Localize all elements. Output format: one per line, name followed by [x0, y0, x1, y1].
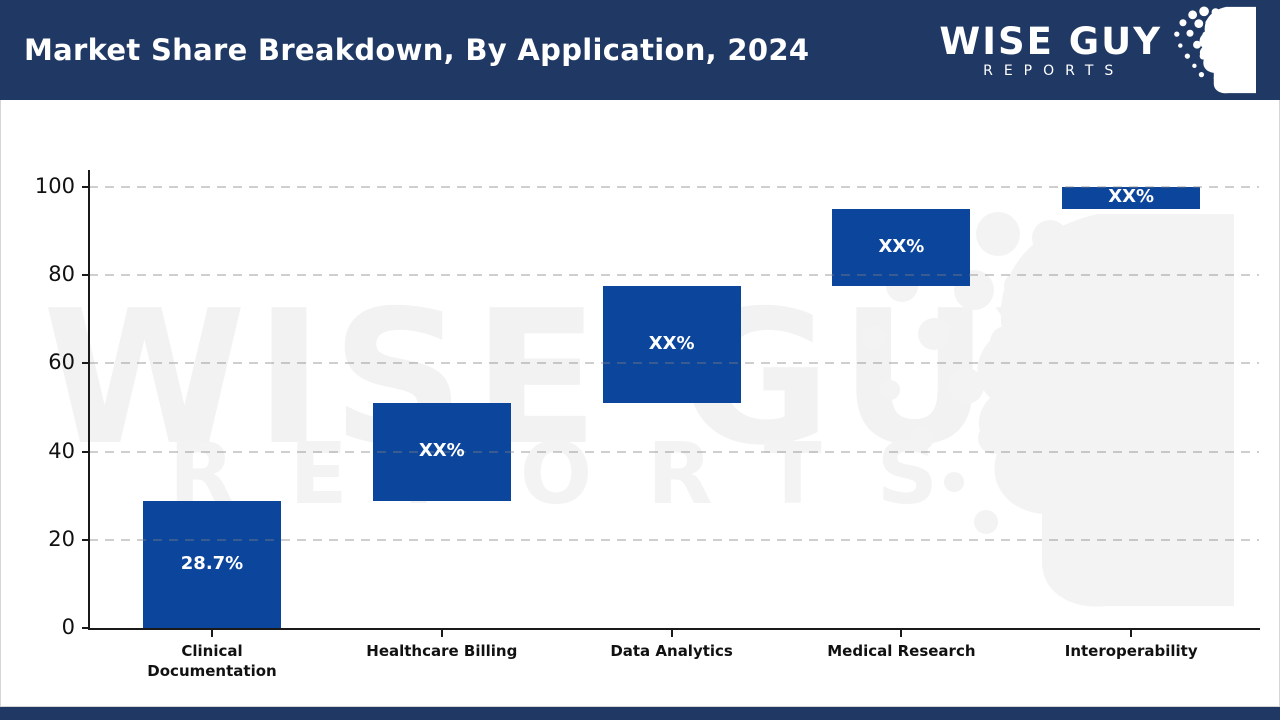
header-bar: Market Share Breakdown, By Application, … [0, 0, 1280, 100]
category-label-5: Interoperability [1064, 642, 1198, 660]
y-tick-60 [82, 362, 89, 365]
bar-value-label: XX% [418, 440, 465, 462]
y-axis-line [88, 170, 90, 630]
wise-guy-reports-logo: WISE GUY REPORTS [939, 6, 1256, 94]
page-title: Market Share Breakdown, By Application, … [24, 33, 810, 67]
y-tick-label-20: 20 [48, 526, 75, 551]
x-tick-3 [670, 630, 673, 637]
bar-data-analytics [602, 286, 741, 404]
y-tick-80 [82, 274, 89, 277]
watermark-subtitle: REPORTS [169, 425, 993, 524]
y-tick-40 [82, 450, 89, 453]
bar-value-label: 28.7% [180, 552, 244, 574]
category-label-1: Clinical Documentation [147, 642, 277, 681]
gridline-100 [89, 186, 1259, 188]
x-tick-2 [440, 630, 443, 637]
x-tick-5 [1130, 630, 1133, 637]
logo-head-icon [1174, 6, 1256, 94]
category-label-3: Data Analytics [610, 642, 733, 660]
category-label-2: Healthcare Billing [366, 642, 518, 660]
y-tick-label-0: 0 [61, 615, 75, 639]
footer-bar [0, 707, 1280, 720]
logo-wordmark: WISE GUY [939, 19, 1162, 63]
y-tick-label-80: 80 [48, 262, 75, 287]
bar-healthcare-billing [372, 403, 511, 502]
gridline-60 [89, 362, 1259, 365]
bar-value-label: XX% [648, 332, 695, 354]
bar-clinical-documentation [143, 501, 281, 628]
gridline-40 [89, 450, 1259, 453]
y-tick-label-40: 40 [48, 438, 75, 463]
gridline-20 [89, 538, 1259, 541]
bar-interoperability [1062, 187, 1201, 210]
y-tick-label-60: 60 [48, 350, 75, 375]
y-tick-0 [82, 627, 89, 629]
x-axis-line [88, 628, 1260, 630]
chart-canvas: WISE GUY REPORTS 0 20 40 60 80 100 28.7% Clinic… [0, 100, 1280, 707]
gridline-80 [89, 274, 1259, 277]
bar-value-label: XX% [1108, 186, 1155, 208]
y-tick-100 [82, 186, 89, 188]
y-tick-label-100: 100 [34, 174, 75, 198]
bar-value-label: XX% [878, 235, 925, 257]
y-tick-20 [82, 538, 89, 541]
x-tick-1 [211, 630, 213, 637]
bar-medical-research [832, 209, 971, 287]
logo-subtitle: REPORTS [983, 62, 1125, 79]
logo-text: WISE GUY REPORTS [939, 23, 1162, 78]
x-tick-4 [900, 630, 903, 637]
category-label-4: Medical Research [827, 642, 976, 660]
